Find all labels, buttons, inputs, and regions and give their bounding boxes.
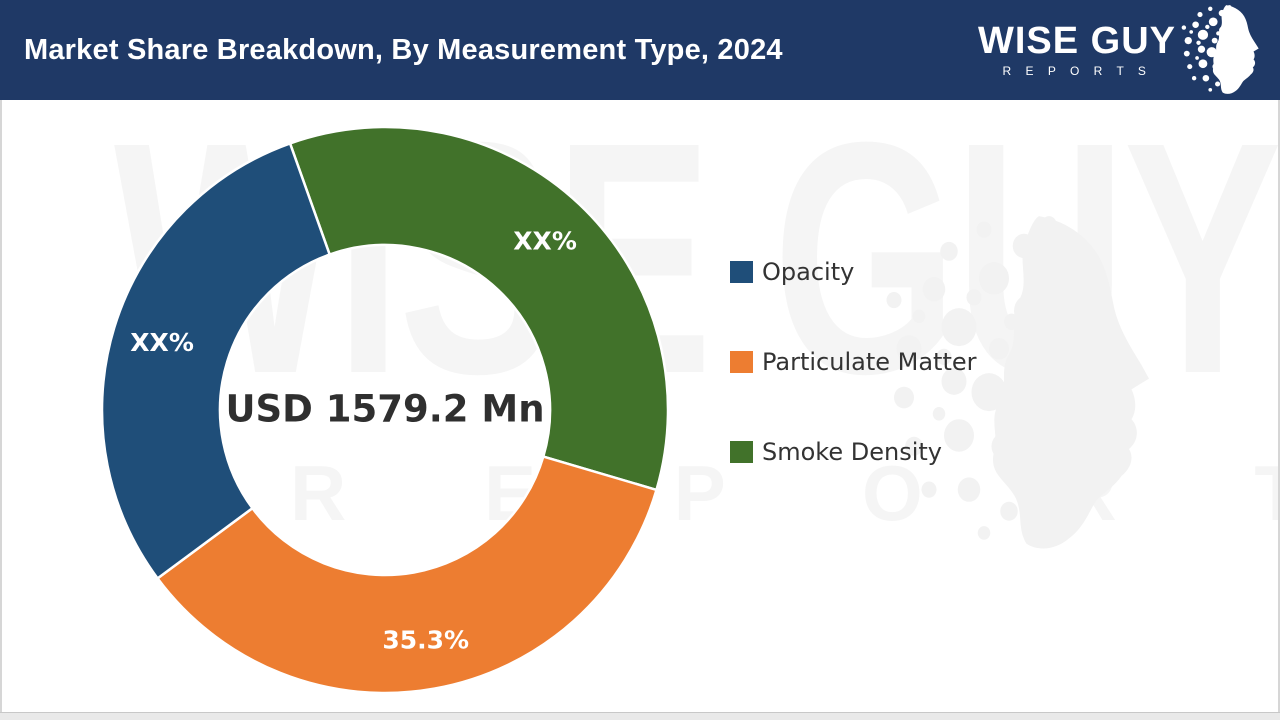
legend-label: Opacity	[762, 258, 855, 286]
legend-swatch-particulate-matter	[730, 351, 753, 373]
donut-segment-opacity[interactable]	[100, 142, 331, 580]
donut-chart: XX% 35.3% XX%	[100, 125, 670, 695]
page-title: Market Share Breakdown, By Measurement T…	[24, 33, 783, 66]
donut-center-value: USD 1579.2 Mn	[225, 387, 545, 431]
wise-guy-face-icon	[1181, 5, 1259, 94]
legend-label: Smoke Density	[762, 438, 942, 466]
donut-segment-particulate-matter[interactable]	[156, 455, 658, 695]
legend-label: Particulate Matter	[762, 348, 977, 376]
legend-swatch-opacity	[730, 261, 753, 283]
header: Market Share Breakdown, By Measurement T…	[0, 0, 1280, 100]
wise-guy-logo: WISE GUY R E P O R T S	[978, 3, 1266, 97]
logo-wordmark: WISE GUY R E P O R T S	[978, 22, 1176, 78]
chart-area: WISE GUY R E P O R T S XX%35.3%XX% USD 1…	[0, 100, 1280, 712]
logo-reports-label: R E P O R T S	[1002, 64, 1152, 78]
legend-item-smoke-density[interactable]: Smoke Density	[730, 438, 977, 466]
donut-segment-smoke-density[interactable]	[288, 125, 670, 492]
legend-item-opacity[interactable]: Opacity	[730, 258, 977, 286]
slice-percent-label: XX%	[513, 227, 577, 256]
legend: Opacity Particulate Matter Smoke Density	[730, 258, 977, 531]
slice-percent-label: XX%	[130, 328, 194, 357]
footer-strip	[0, 712, 1280, 720]
logo-name: WISE GUY	[977, 20, 1176, 62]
legend-item-particulate-matter[interactable]: Particulate Matter	[730, 348, 977, 376]
legend-swatch-smoke-density	[730, 441, 753, 463]
slice-percent-label: 35.3%	[382, 625, 469, 654]
